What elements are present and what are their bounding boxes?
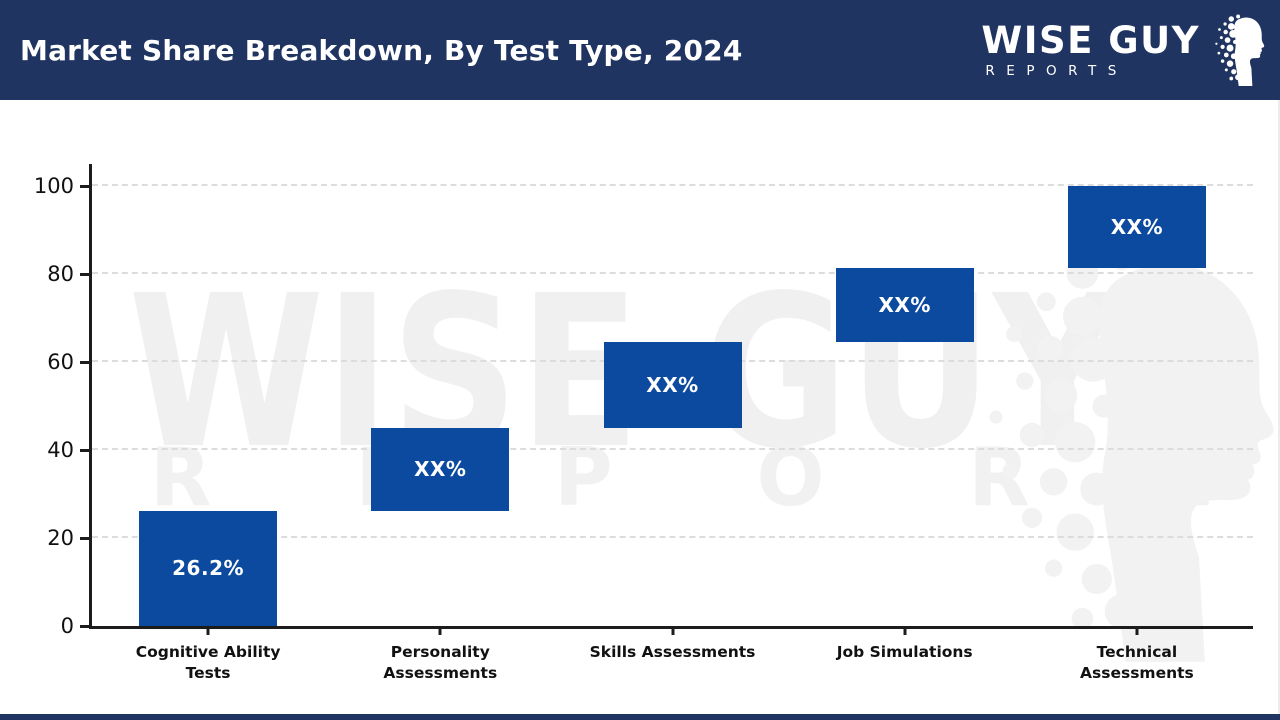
waterfall-bar-5: XX% (1067, 186, 1206, 269)
waterfall-bar-1: 26.2% (139, 510, 278, 626)
x-category-label: Job Simulations (836, 643, 973, 661)
x-tick-mark (903, 626, 907, 635)
x-category-label: Technical Assessments (1080, 643, 1194, 683)
bar-value-label: XX% (878, 293, 931, 318)
gridline-y-80 (92, 272, 1253, 274)
waterfall-bar-3: XX% (603, 342, 742, 428)
x-tick-mark (1135, 626, 1139, 635)
bar-value-label: XX% (646, 373, 699, 398)
y-tick-mark (80, 184, 89, 188)
footer-strip (0, 714, 1280, 720)
y-tick-mark (80, 272, 89, 276)
page-title: Market Share Breakdown, By Test Type, 20… (20, 33, 743, 67)
x-category-label: Personality Assessments (383, 643, 498, 683)
y-tick-mark (80, 536, 89, 540)
logo-wordmark: WISE GUY (981, 18, 1200, 62)
waterfall-bar-4: XX% (835, 268, 974, 343)
bar-value-label: XX% (1110, 215, 1164, 240)
y-tick-label: 80 (47, 262, 74, 286)
bar-value-label: XX% (414, 457, 467, 482)
gridline-y-40 (92, 448, 1253, 450)
y-tick-mark (80, 624, 89, 628)
waterfall-bar-2: XX% (371, 428, 510, 511)
x-category-label: Cognitive Ability Tests (135, 643, 281, 683)
header-bar: Market Share Breakdown, By Test Type, 20… (0, 0, 1280, 100)
gridline-y-20 (92, 536, 1253, 538)
x-tick-mark (206, 626, 210, 635)
y-tick-mark (80, 360, 89, 364)
x-tick-mark (671, 626, 674, 635)
y-tick-label: 20 (47, 526, 74, 550)
wiseguy-logo: WISE GUY REPORTS (981, 9, 1280, 91)
gridline-y-100 (92, 184, 1253, 186)
logo-text: WISE GUY REPORTS (981, 22, 1200, 79)
y-tick-label: 0 (60, 614, 74, 638)
y-tick-label: 100 (33, 174, 74, 198)
plot-area: 0 20 40 60 80 100 26.2% Cognitive Ability Tests… (34, 164, 1253, 682)
chart-area: WISE GUY R E P O R T S 02040608010026.2%… (0, 100, 1280, 714)
x-category-label: Skills Assessments (589, 643, 756, 661)
logo-subtitle: REPORTS (985, 62, 1128, 79)
bar-value-label: 26.2% (172, 556, 245, 581)
y-tick-label: 60 (47, 350, 74, 374)
wiseguy-head-icon (1215, 14, 1265, 86)
x-tick-mark (438, 626, 442, 635)
y-tick-mark (80, 448, 89, 452)
y-tick-label: 40 (47, 438, 74, 462)
